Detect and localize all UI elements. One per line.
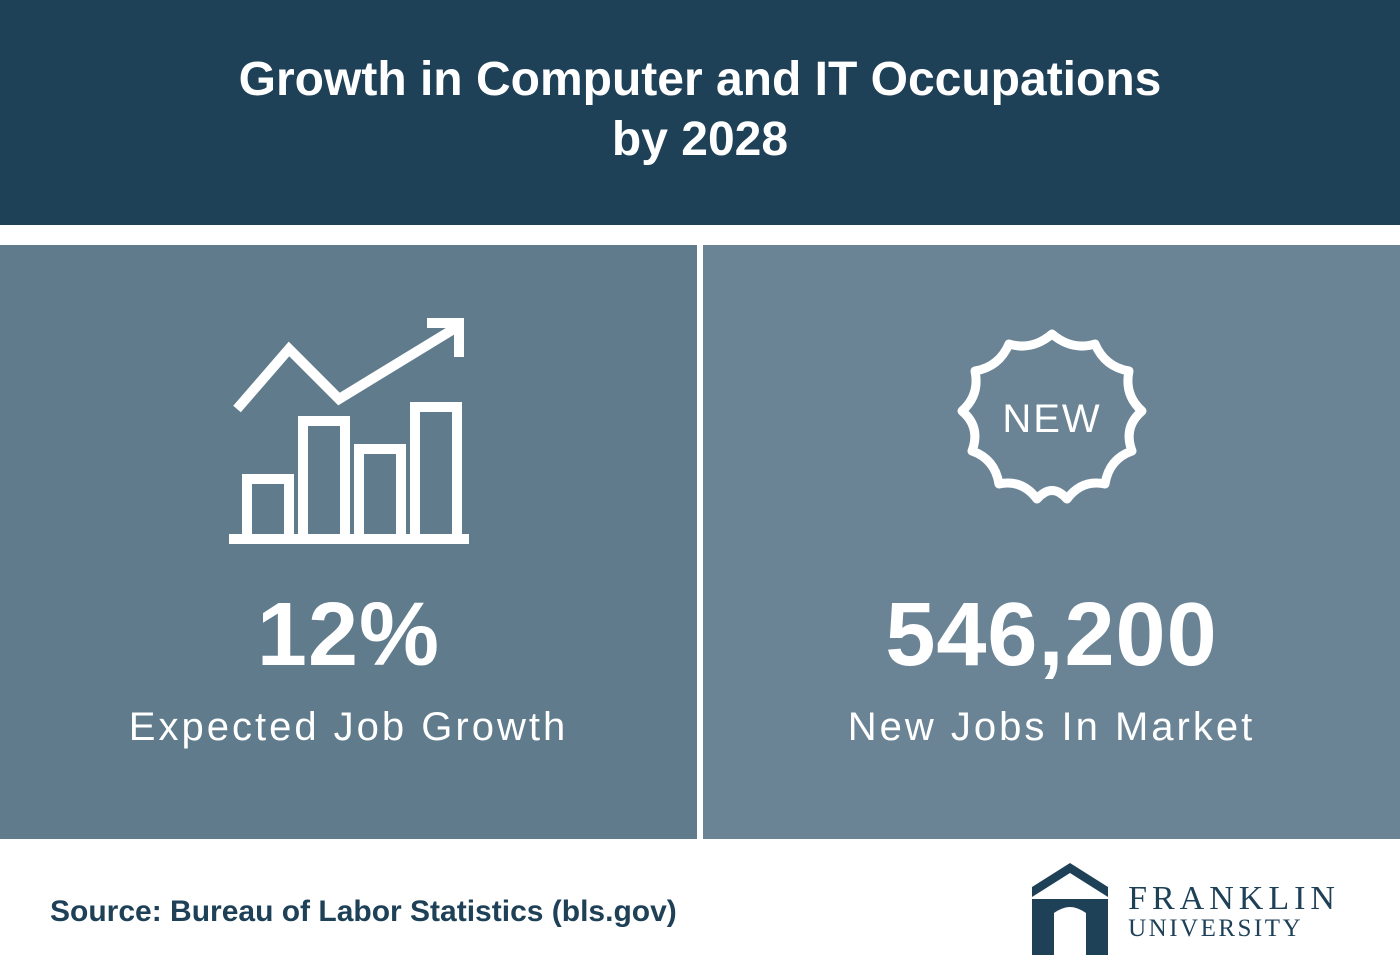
- job-growth-value: 12%: [257, 584, 440, 687]
- header-banner: Growth in Computer and IT Occupations by…: [0, 0, 1400, 225]
- panel-new-jobs: NEW 546,200 New Jobs In Market: [703, 245, 1400, 839]
- header-line-2: by 2028: [60, 110, 1340, 170]
- infographic-root: Growth in Computer and IT Occupations by…: [0, 0, 1400, 979]
- new-jobs-label: New Jobs In Market: [848, 705, 1255, 750]
- franklin-logo-text: FRANKLIN UNIVERSITY: [1128, 881, 1340, 943]
- panel-job-growth: 12% Expected Job Growth: [0, 245, 697, 839]
- header-gap: [0, 225, 1400, 245]
- franklin-arch-icon: [1026, 863, 1114, 960]
- badge-text: NEW: [1002, 397, 1101, 441]
- job-growth-label: Expected Job Growth: [129, 705, 568, 750]
- new-jobs-value: 546,200: [885, 584, 1217, 687]
- stat-panels: 12% Expected Job Growth NEW 546,200 New …: [0, 245, 1400, 839]
- new-badge-icon: NEW: [937, 304, 1167, 564]
- logo-line-1: FRANKLIN: [1128, 881, 1340, 917]
- logo-line-2: UNIVERSITY: [1128, 916, 1340, 942]
- franklin-logo: FRANKLIN UNIVERSITY: [1026, 863, 1340, 960]
- growth-chart-icon: [219, 304, 479, 564]
- source-text: Source: Bureau of Labor Statistics (bls.…: [50, 895, 677, 929]
- footer: Source: Bureau of Labor Statistics (bls.…: [0, 839, 1400, 979]
- header-line-1: Growth in Computer and IT Occupations: [60, 50, 1340, 110]
